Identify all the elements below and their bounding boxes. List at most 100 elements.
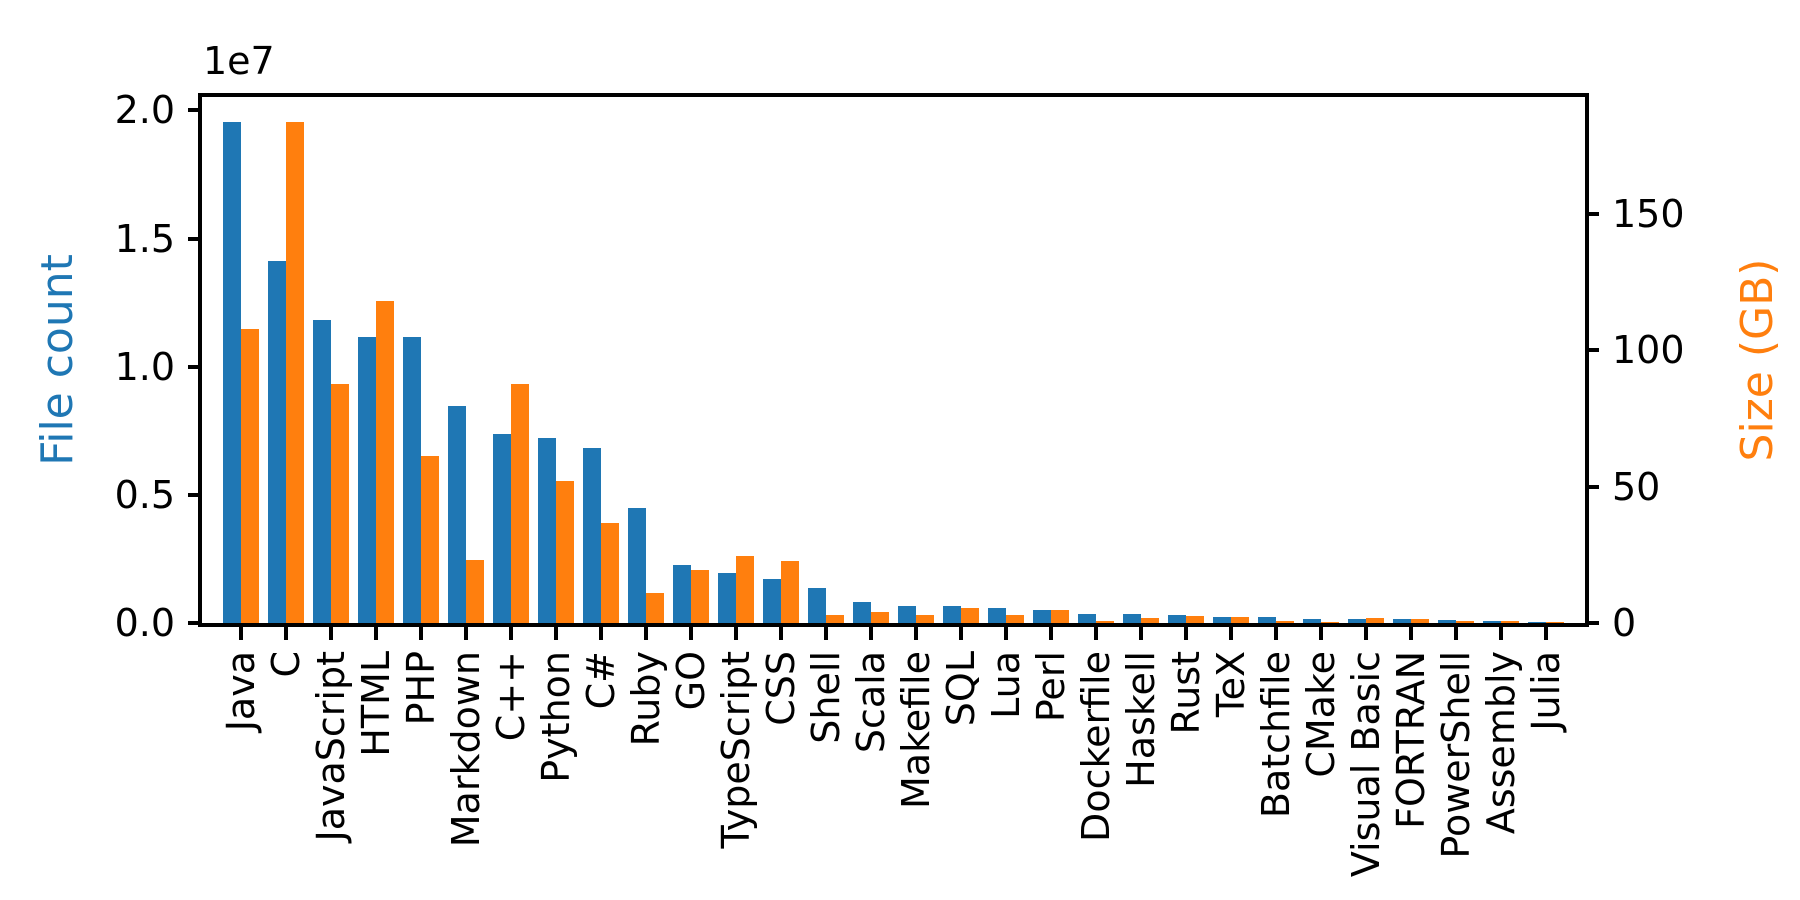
x-tick-mark — [1364, 623, 1369, 640]
x-tick-mark — [778, 623, 783, 640]
right-y-tick-mark — [1585, 212, 1599, 217]
x-tick-label: Lua — [984, 651, 1029, 719]
file-count-bar — [852, 601, 871, 623]
size-gb-bar — [375, 301, 394, 623]
size-gb-bar — [1186, 615, 1205, 623]
left-axis-offset-text: 1e7 — [203, 39, 275, 83]
right-y-tick-label: 150 — [1612, 192, 1685, 237]
size-gb-bar — [1231, 617, 1250, 623]
size-gb-bar — [1096, 621, 1115, 623]
x-tick-label: Ruby — [623, 651, 668, 747]
bar-group-css: CSS — [758, 97, 803, 726]
bar-group-javascript: JavaScript — [308, 97, 353, 841]
x-tick-mark — [823, 623, 828, 640]
x-tick-label: PHP — [398, 651, 443, 726]
size-gb-bar — [690, 570, 709, 623]
left-axis-title: File count — [32, 254, 83, 466]
x-tick-mark — [1004, 623, 1009, 640]
file-count-bar — [1303, 618, 1322, 623]
right-axis-title: Size (GB) — [1732, 258, 1783, 462]
bar-group-typescript: TypeScript — [713, 97, 758, 849]
x-tick-mark — [418, 623, 423, 640]
bar-group-python: Python — [533, 97, 578, 783]
size-gb-bar — [510, 383, 529, 623]
file-count-bar — [1213, 616, 1232, 623]
x-tick-label: Perl — [1029, 651, 1074, 723]
left-y-tick-mark — [188, 492, 202, 497]
bars-row: Java C JavaScript HTML PHP Markdown C++ Python C… — [202, 97, 1585, 877]
x-tick-label: CSS — [758, 651, 803, 726]
file-count-bar — [1348, 619, 1367, 623]
size-gb-bar — [645, 593, 664, 623]
left-y-tick-mark — [188, 621, 202, 625]
bar-group-scala: Scala — [848, 97, 893, 753]
file-count-bar — [1528, 621, 1547, 623]
x-tick-label: Java — [218, 651, 263, 732]
bar-group-assembly: Assembly — [1479, 97, 1524, 834]
x-tick-label: PowerShell — [1434, 651, 1479, 859]
bar-group-perl: Perl — [1029, 97, 1074, 722]
x-tick-mark — [1184, 623, 1189, 640]
x-tick-mark — [463, 623, 468, 640]
file-count-bar — [762, 578, 781, 623]
right-y-tick-label: 50 — [1612, 464, 1661, 509]
bar-group-ruby: Ruby — [623, 97, 668, 746]
size-gb-bar — [735, 555, 754, 623]
bar-group-julia: Julia — [1524, 97, 1569, 731]
size-gb-bar — [420, 455, 439, 623]
file-count-bar — [1123, 614, 1142, 623]
x-tick-label: Haskell — [1119, 651, 1164, 788]
x-tick-mark — [1544, 623, 1549, 640]
x-tick-mark — [1499, 623, 1504, 640]
file-count-bar — [492, 433, 511, 623]
file-count-bar — [402, 336, 421, 623]
size-gb-bar — [555, 481, 574, 623]
file-count-bar — [1033, 610, 1052, 623]
left-y-tick-mark — [188, 364, 202, 369]
file-count-bar — [943, 606, 962, 623]
size-gb-bar — [240, 329, 259, 623]
x-tick-mark — [1319, 623, 1324, 640]
x-tick-label: JavaScript — [308, 651, 353, 842]
size-gb-bar — [600, 522, 619, 623]
file-count-bar — [627, 508, 646, 623]
x-tick-label: TeX — [1209, 651, 1254, 718]
left-y-tick-label: 2.0 — [114, 88, 175, 133]
x-tick-mark — [913, 623, 918, 640]
x-tick-label: Rust — [1164, 651, 1209, 735]
bar-group-shell: Shell — [803, 97, 848, 744]
right-y-tick-mark — [1585, 621, 1599, 625]
x-tick-mark — [1094, 623, 1099, 640]
size-gb-bar — [330, 383, 349, 623]
x-tick-mark — [1049, 623, 1054, 640]
bar-group-sql: SQL — [939, 97, 984, 726]
size-gb-bar — [915, 615, 934, 623]
bar-group-c: C — [263, 97, 308, 678]
file-count-bar — [1168, 614, 1187, 623]
x-tick-label: HTML — [353, 651, 398, 757]
bar-group-batchfile: Batchfile — [1254, 97, 1299, 818]
left-y-tick-label: 1.0 — [114, 344, 175, 389]
file-count-bar — [807, 587, 826, 623]
size-gb-bar — [1006, 615, 1025, 623]
file-count-bar — [1483, 620, 1502, 623]
file-count-bar — [312, 319, 331, 623]
file-count-bar — [537, 437, 556, 623]
file-count-bar — [1393, 619, 1412, 623]
file-count-bar — [1438, 619, 1457, 623]
bar-group-makefile: Makefile — [893, 97, 938, 809]
right-y-tick-label: 100 — [1612, 328, 1685, 373]
file-count-bar — [447, 406, 466, 623]
bar-group-html: HTML — [353, 97, 398, 757]
left-y-tick-label: 1.5 — [114, 216, 175, 261]
size-gb-bar — [780, 561, 799, 623]
left-y-tick-label: 0.5 — [114, 472, 175, 517]
bar-group-c-: C++ — [488, 97, 533, 741]
plot-area: Java C JavaScript HTML PHP Markdown C++ Python C… — [115, 91, 1685, 877]
x-tick-label: Markdown — [443, 651, 488, 848]
size-gb-bar — [1456, 621, 1475, 623]
x-tick-mark — [238, 623, 243, 640]
x-tick-label: SQL — [939, 651, 984, 727]
file-count-bar — [1258, 616, 1277, 623]
x-tick-mark — [688, 623, 693, 640]
